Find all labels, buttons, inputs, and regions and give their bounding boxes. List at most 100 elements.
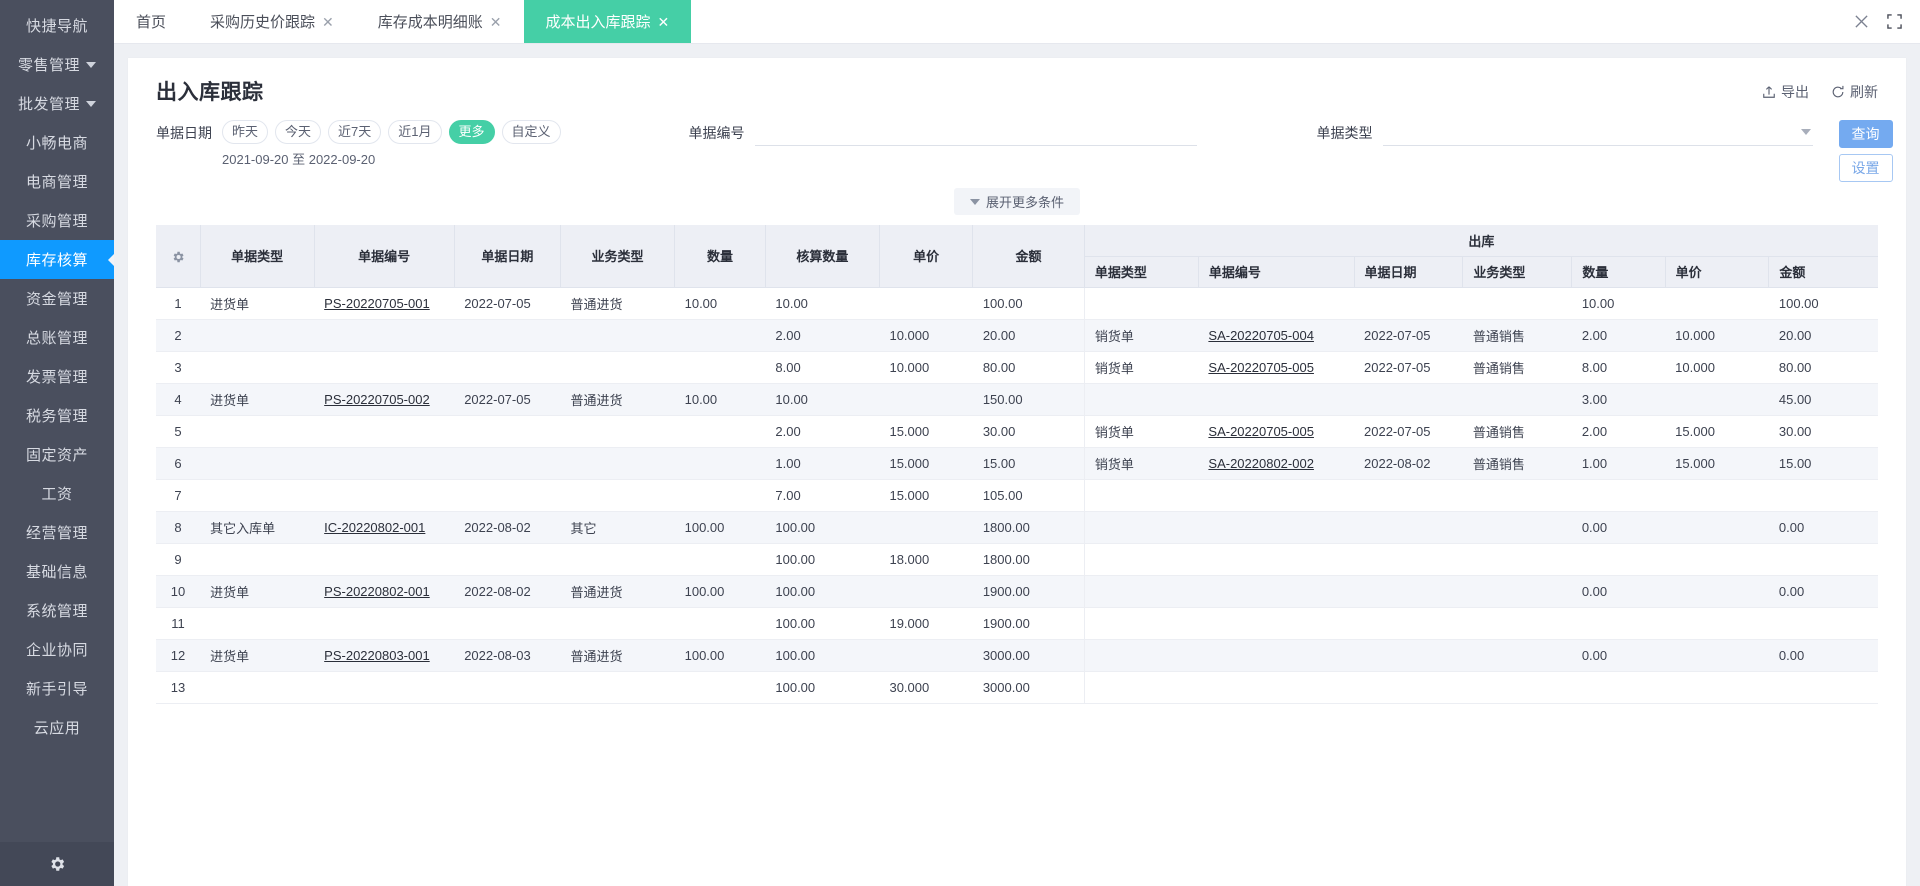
sidebar-settings-button[interactable]	[0, 842, 114, 886]
tab-close-icon[interactable]: ✕	[489, 13, 502, 30]
cell-row-index: 8	[156, 511, 201, 544]
main-area: 首页 采购历史价跟踪 ✕ 库存成本明细账 ✕ 成本出入库跟踪 ✕ 出入库跟踪	[114, 0, 1920, 886]
sidebar-item-2[interactable]: 批发管理	[0, 84, 114, 123]
cell-out-price	[1665, 607, 1769, 640]
tab-0[interactable]: 首页	[114, 0, 188, 43]
filter-bar: 单据日期 昨天 今天 近7天 近1月 更多 自定义 2021-09-20 至 2022-0…	[128, 112, 1906, 182]
date-chip-3[interactable]: 近1月	[388, 120, 442, 145]
tab-label: 成本出入库跟踪	[545, 14, 651, 31]
tab-label: 采购历史价跟踪	[210, 14, 316, 31]
sidebar-item-13[interactable]: 经营管理	[0, 513, 114, 552]
sidebar-item-11[interactable]: 固定资产	[0, 435, 114, 474]
table-row[interactable]: 2 2.00 10.000 20.00 销货单 SA-20220705-004 2022-0…	[156, 319, 1878, 352]
cell-in-biz	[560, 671, 675, 704]
table-scroll-area[interactable]: 单据类型 单据编号 单据日期 业务类型 数量 核算数量 单价 金额 出库	[128, 215, 1906, 886]
doc-type-input[interactable]	[1382, 120, 1813, 146]
cell-row-index: 3	[156, 351, 201, 384]
date-chip-1[interactable]: 今天	[275, 120, 322, 145]
document-link[interactable]: PS-20220802-001	[324, 583, 430, 599]
cell-acct-qty: 100.00	[765, 607, 880, 640]
close-icon[interactable]	[1854, 14, 1869, 29]
table-row[interactable]: 11 100.00 19.000 1900.00	[156, 607, 1878, 640]
cell-out-amt: 0.00	[1768, 511, 1878, 544]
document-link[interactable]: IC-20220802-001	[324, 519, 426, 535]
sidebar-item-15[interactable]: 系统管理	[0, 591, 114, 630]
document-link[interactable]: PS-20220705-001	[324, 295, 430, 311]
sidebar-item-0[interactable]: 快捷导航	[0, 6, 114, 45]
document-link[interactable]: SA-20220802-002	[1208, 455, 1314, 471]
date-chip-5[interactable]: 自定义	[501, 120, 561, 145]
sidebar-item-7[interactable]: 资金管理	[0, 279, 114, 318]
cell-acct-qty: 8.00	[765, 351, 880, 384]
sidebar-item-12[interactable]: 工资	[0, 474, 114, 513]
doc-no-input[interactable]	[754, 120, 1197, 146]
query-button[interactable]: 查询	[1838, 120, 1893, 148]
table-row[interactable]: 12 进货单 PS-20220803-001 2022-08-03 普通进货 100.00…	[156, 639, 1878, 672]
date-chip-4[interactable]: 更多	[448, 120, 495, 145]
cell-out-date	[1354, 287, 1463, 320]
table-row[interactable]: 13 100.00 30.000 3000.00	[156, 671, 1878, 704]
tab-3[interactable]: 成本出入库跟踪 ✕	[523, 0, 692, 43]
cell-in-qty: 100.00	[674, 511, 766, 544]
sidebar-item-17[interactable]: 新手引导	[0, 669, 114, 708]
tab-1[interactable]: 采购历史价跟踪 ✕	[188, 0, 356, 43]
date-chip-2[interactable]: 近7天	[328, 120, 382, 145]
table-row[interactable]: 7 7.00 15.000 105.00	[156, 479, 1878, 512]
col-out-price: 单价	[1665, 256, 1770, 288]
table-row[interactable]: 6 1.00 15.000 15.00 销货单 SA-20220802-002 2022-0…	[156, 447, 1878, 480]
sidebar-item-8[interactable]: 总账管理	[0, 318, 114, 357]
sidebar-item-18[interactable]: 云应用	[0, 708, 114, 747]
tab-close-icon[interactable]: ✕	[657, 13, 670, 30]
document-link[interactable]: PS-20220705-002	[324, 391, 430, 407]
expand-more-conditions-button[interactable]: 展开更多条件	[953, 188, 1080, 215]
document-link[interactable]: SA-20220705-005	[1208, 359, 1314, 375]
date-chip-0[interactable]: 昨天	[222, 120, 269, 145]
table-row[interactable]: 3 8.00 10.000 80.00 销货单 SA-20220705-005 2022-0…	[156, 351, 1878, 384]
table-row[interactable]: 8 其它入库单 IC-20220802-001 2022-08-02 其它 100.00 1…	[156, 511, 1878, 544]
table-settings-cell[interactable]	[156, 225, 201, 288]
refresh-button[interactable]: 刷新	[1831, 82, 1878, 102]
cell-out-qty: 2.00	[1571, 415, 1666, 448]
doc-type-select[interactable]	[1382, 120, 1813, 146]
sidebar-item-4[interactable]: 电商管理	[0, 162, 114, 201]
sidebar-item-6[interactable]: 库存核算	[0, 240, 114, 279]
document-link[interactable]: SA-20220705-004	[1208, 327, 1314, 343]
cell-in-no	[314, 319, 455, 352]
date-range-text[interactable]: 2021-09-20 至 2022-09-20	[222, 152, 376, 168]
sidebar-item-16[interactable]: 企业协同	[0, 630, 114, 669]
tab-2[interactable]: 库存成本明细账 ✕	[356, 0, 524, 43]
cell-in-no	[314, 447, 455, 480]
cell-out-date: 2022-08-02	[1354, 447, 1463, 480]
sidebar-item-14[interactable]: 基础信息	[0, 552, 114, 591]
gear-icon	[51, 857, 65, 871]
table-row[interactable]: 9 100.00 18.000 1800.00	[156, 543, 1878, 576]
document-link[interactable]: PS-20220803-001	[324, 647, 430, 663]
settings-button[interactable]: 设置	[1838, 154, 1893, 182]
fullscreen-icon[interactable]	[1887, 14, 1902, 29]
sidebar-item-5[interactable]: 采购管理	[0, 201, 114, 240]
table-row[interactable]: 1 进货单 PS-20220705-001 2022-07-05 普通进货 10.00 10…	[156, 287, 1878, 320]
cell-in-no: PS-20220705-002	[314, 383, 455, 416]
sidebar-item-9[interactable]: 发票管理	[0, 357, 114, 396]
document-link[interactable]: SA-20220705-005	[1208, 423, 1314, 439]
sidebar-item-3[interactable]: 小畅电商	[0, 123, 114, 162]
sidebar: 快捷导航 零售管理 批发管理 小畅电商 电商管理 采购管理 库存核算 资金管理 总账管理 发票管理…	[0, 0, 114, 886]
sidebar-item-1[interactable]: 零售管理	[0, 45, 114, 84]
cell-out-amt: 15.00	[1768, 447, 1878, 480]
table-row[interactable]: 5 2.00 15.000 30.00 销货单 SA-20220705-005 2022-0…	[156, 415, 1878, 448]
cell-acct-qty: 1.00	[765, 447, 880, 480]
tab-close-icon[interactable]: ✕	[322, 13, 334, 30]
cell-out-qty: 0.00	[1571, 639, 1666, 672]
export-button[interactable]: 导出	[1762, 82, 1809, 102]
cell-out-no	[1198, 479, 1354, 512]
cell-in-date	[454, 415, 561, 448]
sidebar-item-label: 云应用	[33, 720, 81, 737]
table-row[interactable]: 10 进货单 PS-20220802-001 2022-08-02 普通进货 100.00…	[156, 575, 1878, 608]
cell-in-amt: 1900.00	[972, 575, 1085, 608]
cell-out-price: 10.000	[1665, 319, 1769, 352]
table-row[interactable]: 4 进货单 PS-20220705-002 2022-07-05 普通进货 10.00 10…	[156, 383, 1878, 416]
cell-in-biz	[560, 607, 675, 640]
cell-in-qty: 10.00	[674, 287, 766, 320]
sidebar-item-10[interactable]: 税务管理	[0, 396, 114, 435]
cell-in-price: 10.000	[879, 351, 973, 384]
